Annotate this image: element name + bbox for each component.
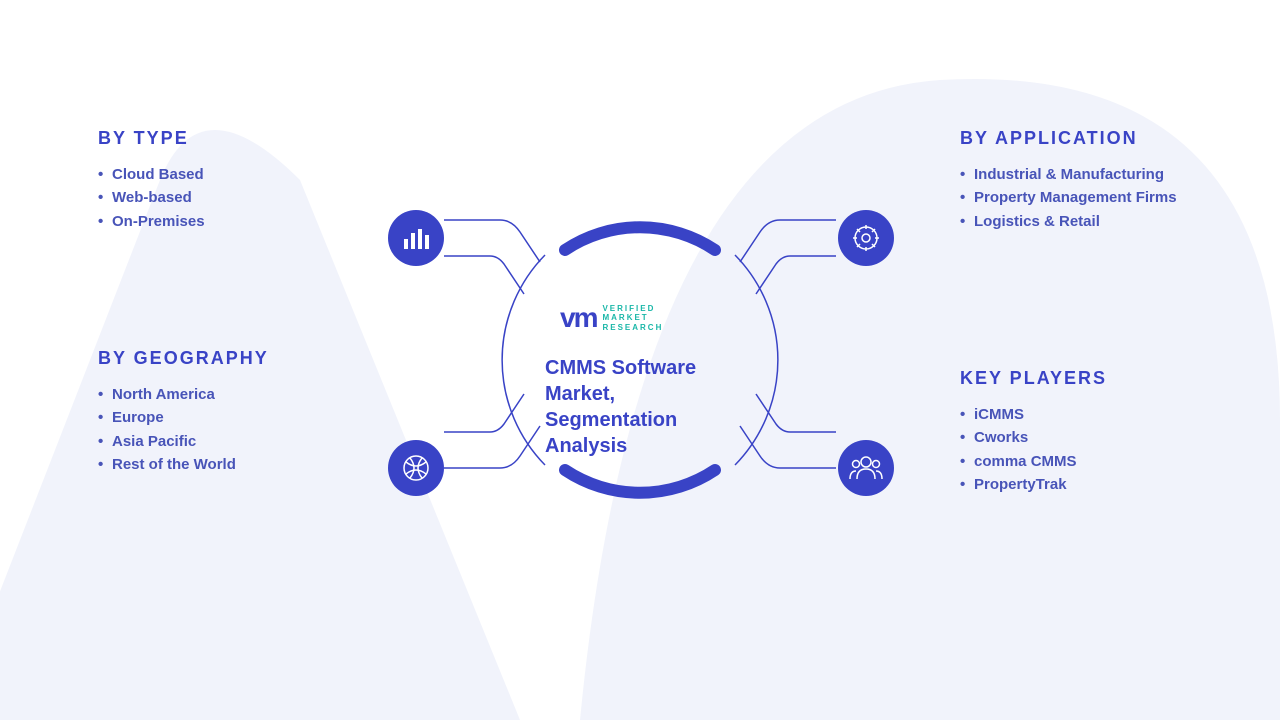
- segment-list: iCMMS Cworks comma CMMS PropertyTrak: [960, 403, 1200, 496]
- list-item: PropertyTrak: [960, 473, 1200, 496]
- list-item: Property Management Firms: [960, 186, 1180, 209]
- brand-logo: vm VERIFIED MARKET RESEARCH: [560, 302, 663, 334]
- list-item: North America: [98, 383, 338, 406]
- segment-heading: BY APPLICATION: [960, 128, 1180, 149]
- logo-mark: vm: [560, 302, 596, 334]
- gear-icon: [838, 210, 894, 266]
- list-item: Europe: [98, 406, 338, 429]
- people-icon: [838, 440, 894, 496]
- list-item: Rest of the World: [98, 453, 338, 476]
- logo-text: VERIFIED MARKET RESEARCH: [602, 304, 663, 333]
- list-item: Cloud Based: [98, 163, 338, 186]
- list-item: Industrial & Manufacturing: [960, 163, 1180, 186]
- segment-heading: KEY PLAYERS: [960, 368, 1200, 389]
- segment-heading: BY GEOGRAPHY: [98, 348, 338, 369]
- segment-type: BY TYPE Cloud Based Web-based On-Premise…: [98, 128, 338, 233]
- globe-icon: [388, 440, 444, 496]
- bar-chart-icon: [388, 210, 444, 266]
- list-item: Cworks: [960, 426, 1200, 449]
- center-title: CMMS Software Market, Segmentation Analy…: [545, 355, 725, 459]
- list-item: Asia Pacific: [98, 430, 338, 453]
- segment-list: Industrial & Manufacturing Property Mana…: [960, 163, 1180, 233]
- segment-heading: BY TYPE: [98, 128, 338, 149]
- segment-geography: BY GEOGRAPHY North America Europe Asia P…: [98, 348, 338, 476]
- list-item: Web-based: [98, 186, 338, 209]
- segment-list: North America Europe Asia Pacific Rest o…: [98, 383, 338, 476]
- segment-list: Cloud Based Web-based On-Premises: [98, 163, 338, 233]
- segment-application: BY APPLICATION Industrial & Manufacturin…: [960, 128, 1180, 233]
- center-hub: vm VERIFIED MARKET RESEARCH CMMS Softwar…: [460, 180, 820, 540]
- list-item: iCMMS: [960, 403, 1200, 426]
- segment-key-players: KEY PLAYERS iCMMS Cworks comma CMMS Prop…: [960, 368, 1200, 496]
- list-item: On-Premises: [98, 210, 338, 233]
- list-item: Logistics & Retail: [960, 210, 1180, 233]
- list-item: comma CMMS: [960, 450, 1200, 473]
- infographic-container: vm VERIFIED MARKET RESEARCH CMMS Softwar…: [0, 0, 1280, 720]
